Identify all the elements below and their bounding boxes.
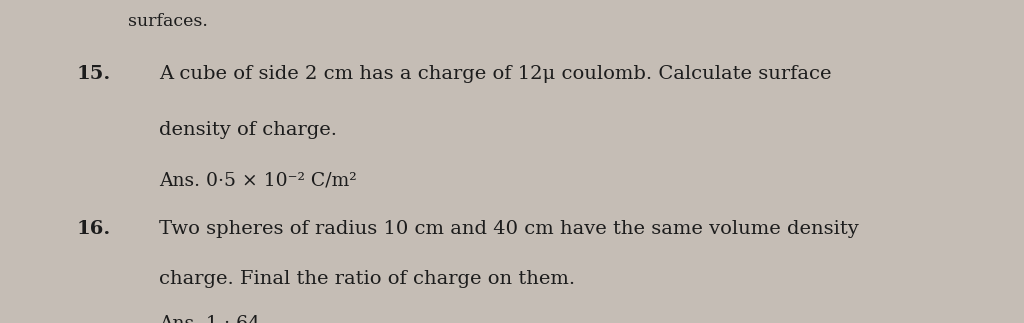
Text: A cube of side 2 cm has a charge of 12μ coulomb. Calculate surface: A cube of side 2 cm has a charge of 12μ …	[159, 65, 831, 83]
Text: surfaces.: surfaces.	[128, 13, 208, 30]
Text: Ans. 1 : 64.: Ans. 1 : 64.	[159, 315, 265, 323]
Text: Two spheres of radius 10 cm and 40 cm have the same volume density: Two spheres of radius 10 cm and 40 cm ha…	[159, 220, 858, 238]
Text: Ans. 0·5 × 10⁻² C/m²: Ans. 0·5 × 10⁻² C/m²	[159, 171, 356, 189]
Text: 16.: 16.	[77, 220, 111, 238]
Text: 15.: 15.	[77, 65, 111, 83]
Text: density of charge.: density of charge.	[159, 121, 337, 139]
Text: charge. Final the ratio of charge on them.: charge. Final the ratio of charge on the…	[159, 270, 574, 288]
